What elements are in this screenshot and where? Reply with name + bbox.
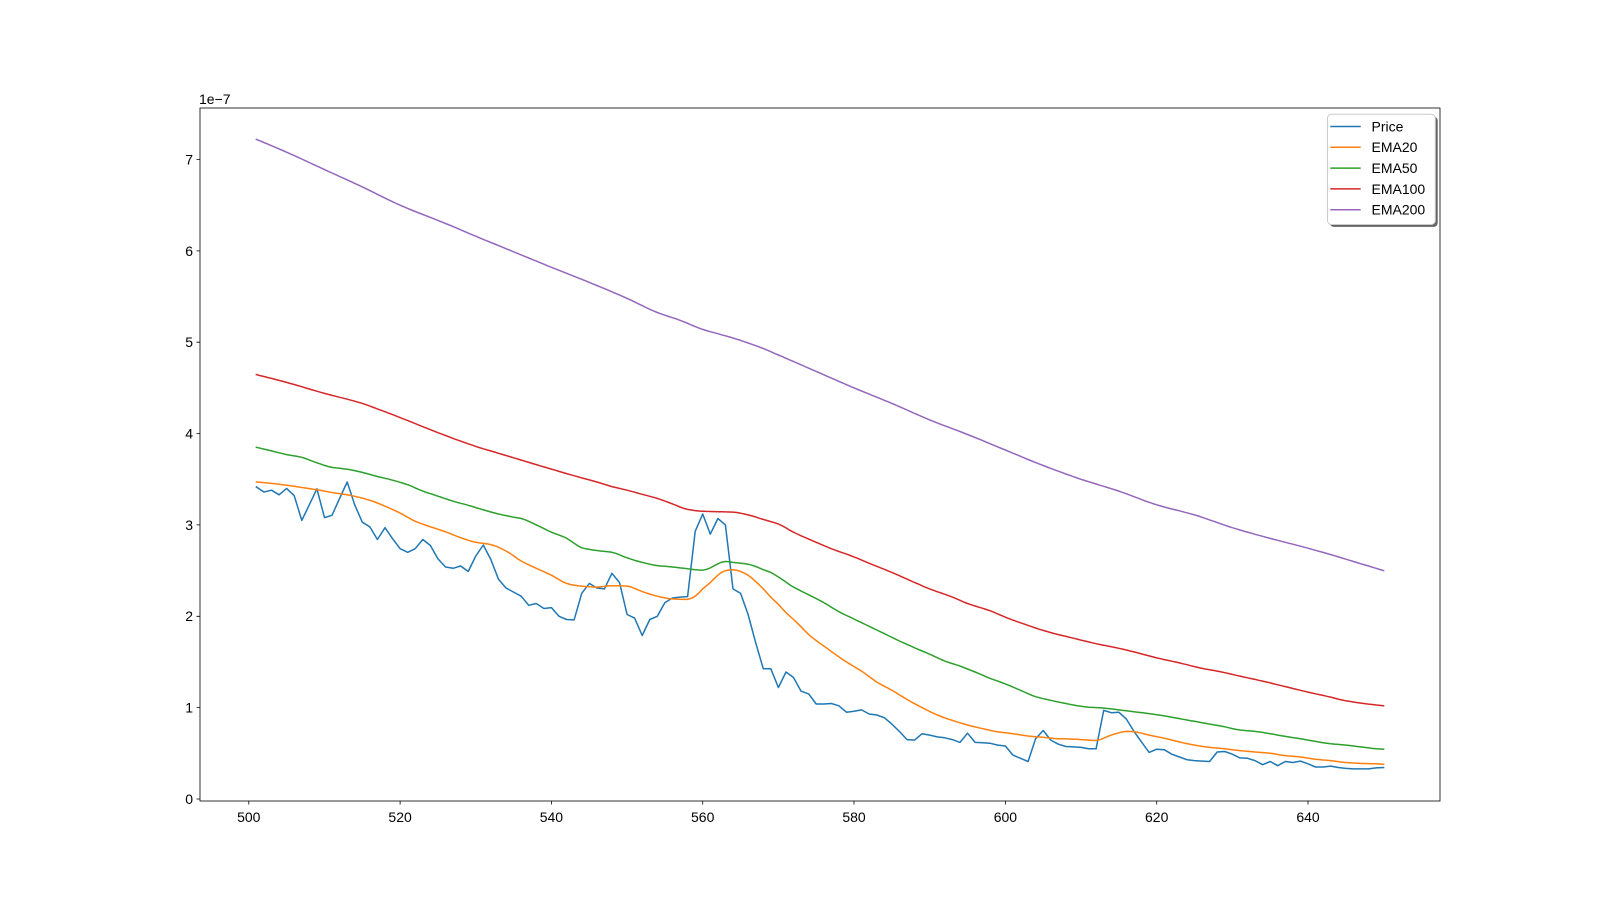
svg-text:3: 3 <box>185 517 193 533</box>
svg-text:EMA200: EMA200 <box>1372 202 1426 218</box>
svg-text:580: 580 <box>842 809 866 825</box>
svg-text:7: 7 <box>185 151 193 167</box>
svg-text:Price: Price <box>1372 118 1404 134</box>
svg-text:520: 520 <box>388 809 412 825</box>
svg-text:540: 540 <box>540 809 564 825</box>
svg-text:EMA20: EMA20 <box>1372 139 1418 155</box>
svg-text:EMA100: EMA100 <box>1372 181 1426 197</box>
svg-text:1e−7: 1e−7 <box>199 91 231 107</box>
svg-text:2: 2 <box>185 608 193 624</box>
svg-text:4: 4 <box>185 426 193 442</box>
svg-text:500: 500 <box>237 809 261 825</box>
svg-text:EMA50: EMA50 <box>1372 160 1418 176</box>
svg-text:600: 600 <box>994 809 1018 825</box>
svg-text:620: 620 <box>1145 809 1169 825</box>
svg-text:640: 640 <box>1296 809 1320 825</box>
svg-text:6: 6 <box>185 243 193 259</box>
svg-text:1: 1 <box>185 700 193 716</box>
svg-text:5: 5 <box>185 334 193 350</box>
svg-text:560: 560 <box>691 809 715 825</box>
svg-text:0: 0 <box>185 791 193 807</box>
